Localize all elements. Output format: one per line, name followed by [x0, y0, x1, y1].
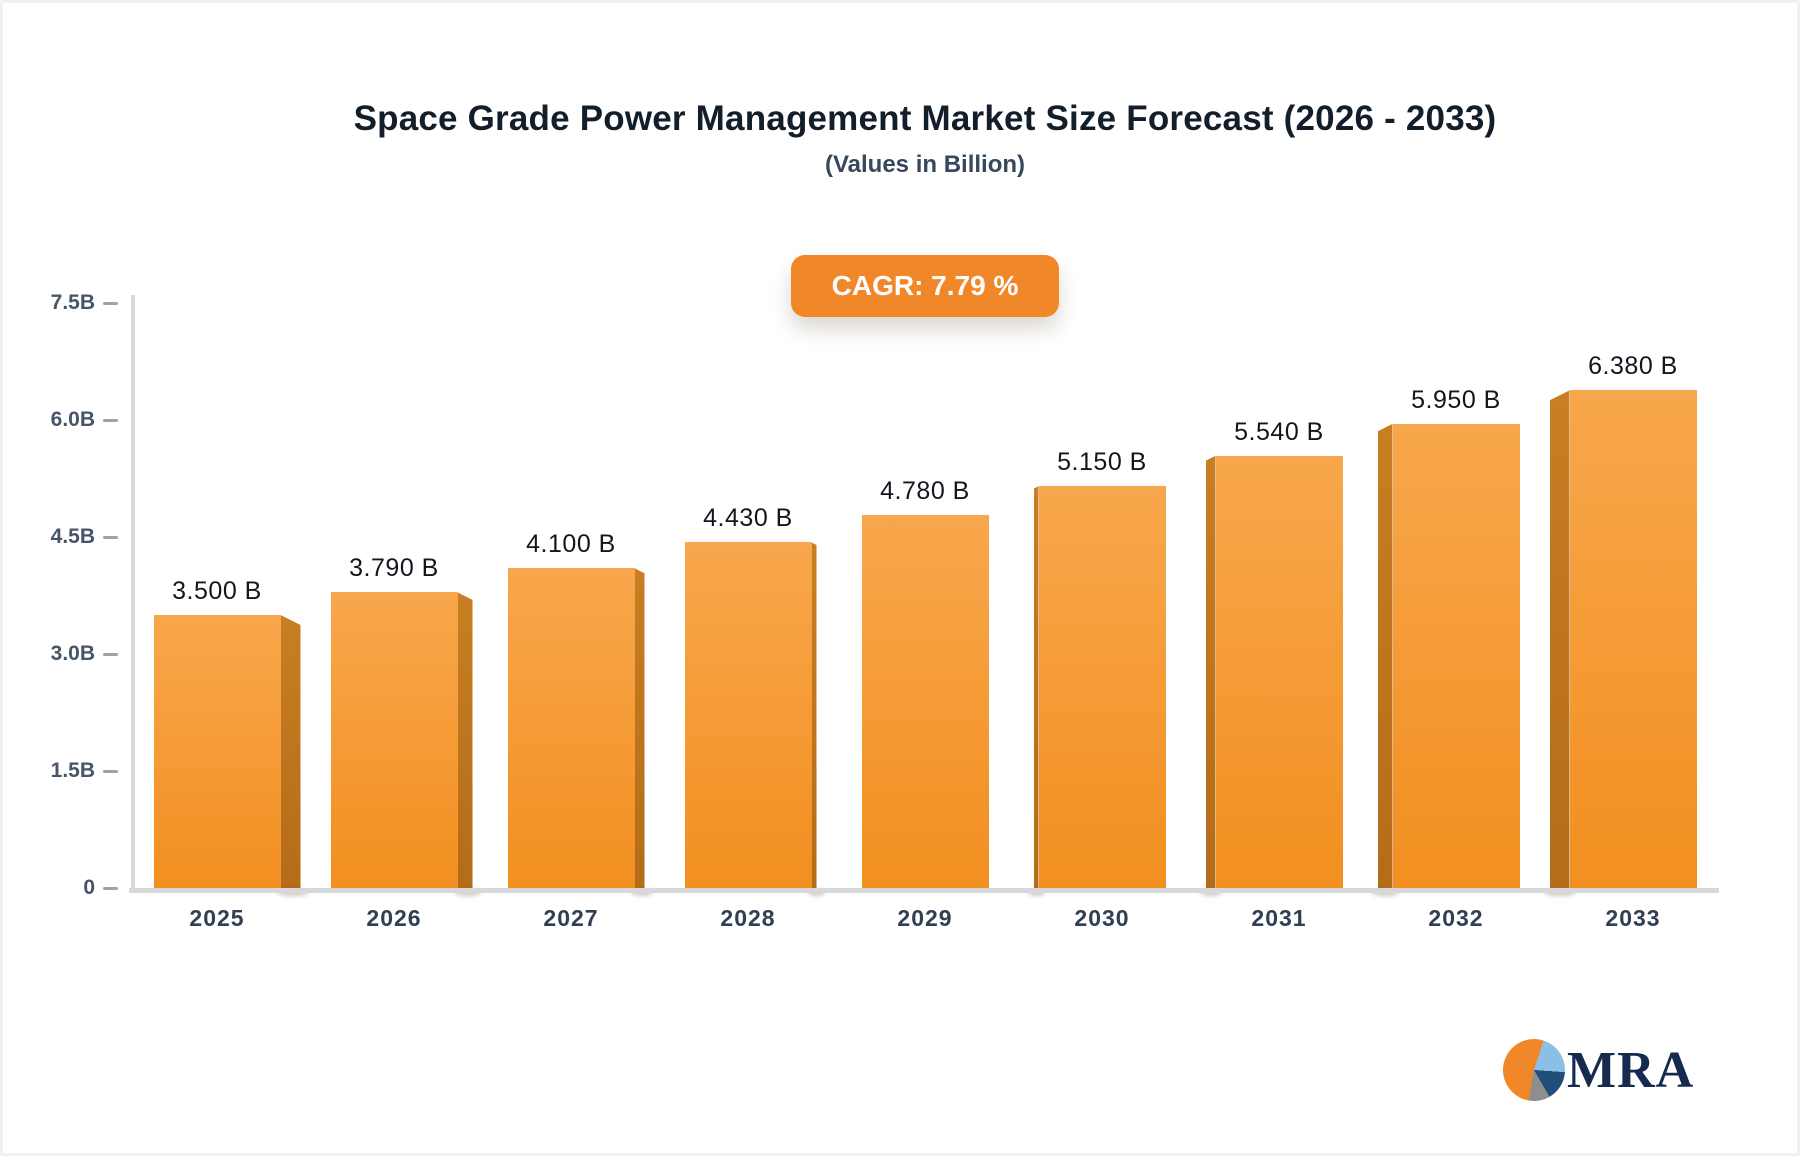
bar-side-face	[1377, 423, 1393, 888]
bar-value-label: 4.780 B	[880, 477, 970, 506]
bar-side-face	[1205, 455, 1216, 888]
bar-value-label: 3.790 B	[349, 554, 439, 583]
bar-side-face	[1033, 486, 1039, 888]
y-tick-mark	[103, 887, 118, 890]
x-tick-label: 2031	[1251, 905, 1307, 931]
bar-value-label: 4.430 B	[703, 504, 793, 533]
y-tick-label: 3.0B	[50, 642, 95, 665]
y-tick-label: 6.0B	[50, 408, 95, 431]
bar	[684, 542, 812, 888]
y-tick-label: 0	[83, 876, 95, 899]
bar-side-face	[280, 615, 301, 888]
x-tick-label: 2032	[1428, 905, 1484, 931]
x-tick-label: 2033	[1605, 905, 1661, 931]
bar-value-label: 4.100 B	[526, 530, 616, 559]
bar	[861, 515, 989, 888]
y-tick-mark	[103, 302, 118, 305]
y-tick-mark	[103, 653, 118, 656]
bar	[1392, 423, 1520, 888]
x-tick-label: 2028	[720, 905, 776, 931]
plot-area: 0 1.5B 3.0B 4.5B 6.0B 7.5B 3.500 B 2025 3.790 B 2…	[3, 3, 1797, 1153]
y-tick-label: 1.5B	[50, 759, 95, 782]
bar-value-label: 5.540 B	[1234, 417, 1324, 446]
y-tick-mark	[103, 419, 118, 422]
bar-value-label: 6.380 B	[1588, 352, 1678, 381]
bar-side-face	[457, 592, 473, 888]
bar-value-label: 3.500 B	[172, 577, 262, 605]
bar-side-face	[634, 568, 645, 888]
bar	[507, 568, 635, 888]
bar	[330, 592, 458, 888]
chart-title: Space Grade Power Management Market Size…	[353, 99, 1497, 138]
y-tick-mark	[103, 770, 118, 773]
y-tick-label: 7.5B	[50, 291, 95, 314]
logo-text: MRA	[1567, 1041, 1695, 1099]
bar	[1038, 486, 1166, 888]
x-tick-label: 2026	[366, 905, 422, 931]
y-axis-line	[131, 295, 135, 892]
chart-subtitle: (Values in Billion)	[824, 151, 1026, 178]
logo: MRA	[1503, 1039, 1694, 1101]
bar	[1215, 455, 1343, 888]
x-tick-label: 2029	[897, 905, 953, 931]
bar-value-label: 5.950 B	[1411, 385, 1501, 414]
bar-side-face	[1549, 390, 1570, 888]
y-tick-label: 4.5B	[50, 525, 95, 548]
x-tick-label: 2030	[1074, 905, 1130, 931]
x-tick-label: 2027	[543, 905, 599, 931]
bar-side-face	[811, 542, 817, 888]
cagr-badge: CAGR: 7.79 %	[791, 255, 1059, 317]
y-tick-mark	[103, 536, 118, 539]
x-tick-label: 2025	[189, 905, 245, 931]
bar	[153, 615, 281, 888]
logo-pie-icon	[1503, 1039, 1565, 1101]
bar-value-label: 5.150 B	[1057, 448, 1147, 477]
x-axis-line	[129, 888, 1719, 893]
bar	[1569, 390, 1697, 888]
